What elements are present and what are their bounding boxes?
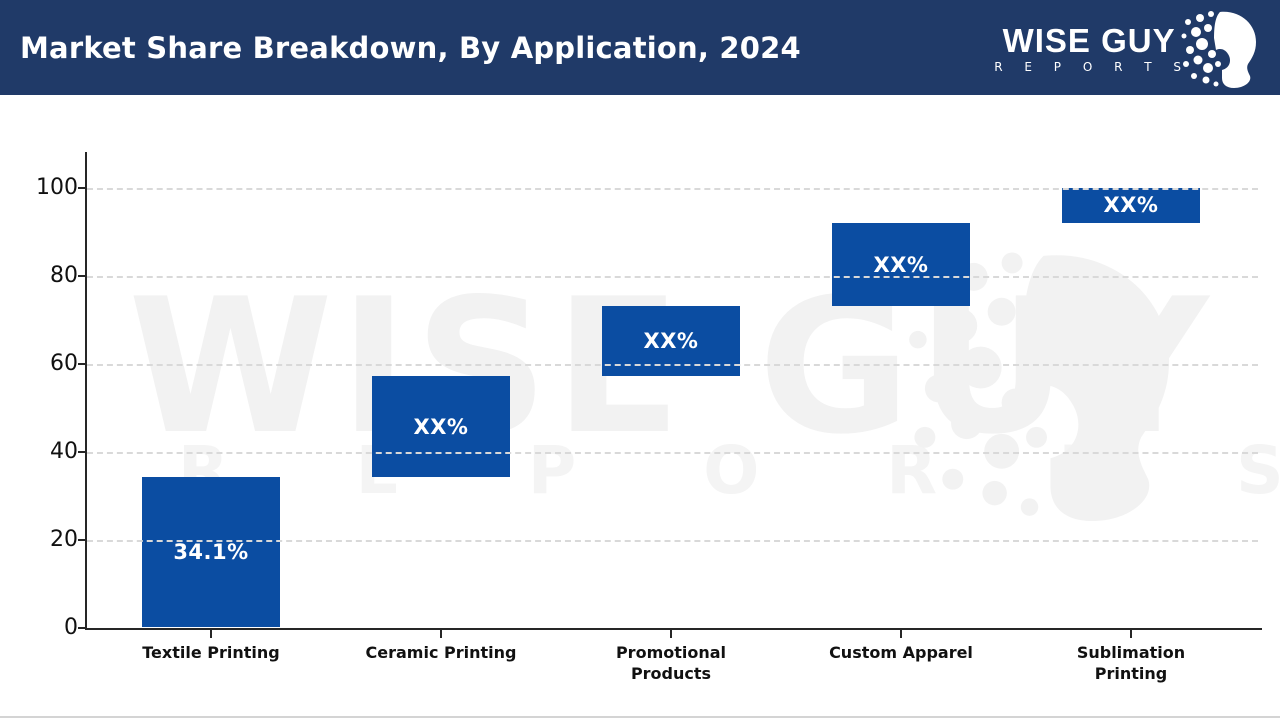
x-tick-mark (1130, 630, 1132, 638)
gridline-y-80 (87, 275, 1258, 278)
bar-value-label: 34.1% (173, 540, 249, 565)
gridline-y-20 (87, 539, 1258, 542)
header-bar: Market Share Breakdown, By Application, … (0, 0, 1280, 95)
gridline-y-60 (87, 363, 1258, 366)
y-tick-label-20: 20 (50, 526, 78, 552)
gridline-y-100 (87, 187, 1258, 190)
x-tick-mark (210, 630, 212, 638)
bar-value-label: XX% (643, 329, 699, 354)
y-tick-label-60: 60 (50, 350, 78, 376)
y-tick-label-100: 100 (36, 174, 78, 200)
x-tick-mark (900, 630, 902, 638)
y-tick-label-40: 40 (50, 438, 78, 464)
y-tick-mark-0 (78, 626, 86, 629)
logo-subtitle: R E P O R T S (994, 60, 1190, 75)
y-tick-mark-60 (78, 362, 86, 365)
x-category-label: Ceramic Printing (365, 643, 517, 662)
y-tick-mark-100 (78, 186, 86, 189)
x-category-label: Promotional Products (615, 643, 727, 683)
bar-value-label: XX% (1103, 193, 1159, 218)
bar-value-label: XX% (873, 252, 929, 277)
x-category-label: Custom Apparel (829, 643, 973, 662)
bar-segment: 34.1% (142, 477, 280, 628)
x-category-label: Textile Printing (142, 643, 280, 662)
y-tick-label-80: 80 (50, 262, 78, 288)
bar-segment: XX% (372, 375, 510, 478)
x-tick-mark (670, 630, 672, 638)
y-axis-spine (85, 152, 87, 629)
footer-divider (0, 716, 1280, 718)
bar-segment: XX% (1062, 187, 1200, 224)
y-tick-mark-40 (78, 450, 86, 453)
y-tick-mark-80 (78, 274, 86, 277)
y-tick-mark-20 (78, 538, 86, 541)
y-tick-label-0: 0 (64, 614, 78, 640)
wiseguy-logo: WISE GUY R E P O R T S (988, 8, 1262, 90)
bar-segment: XX% (832, 223, 970, 307)
gridline-y-40 (87, 451, 1258, 454)
logo-face-icon (1181, 11, 1256, 88)
plot-area: 0 20 40 60 80 100 34.1% Textile Printing XX% Cera… (0, 95, 1280, 720)
x-tick-mark (440, 630, 442, 638)
bar-value-label: XX% (413, 414, 469, 439)
x-category-label: Sublimation Printing (1076, 643, 1186, 683)
logo-wordmark: WISE GUY (1002, 21, 1176, 59)
wiseguy-logo-text: WISE GUY R E P O R T S (988, 21, 1190, 75)
x-axis-spine (85, 628, 1262, 630)
chart-title: Market Share Breakdown, By Application, … (20, 30, 801, 65)
